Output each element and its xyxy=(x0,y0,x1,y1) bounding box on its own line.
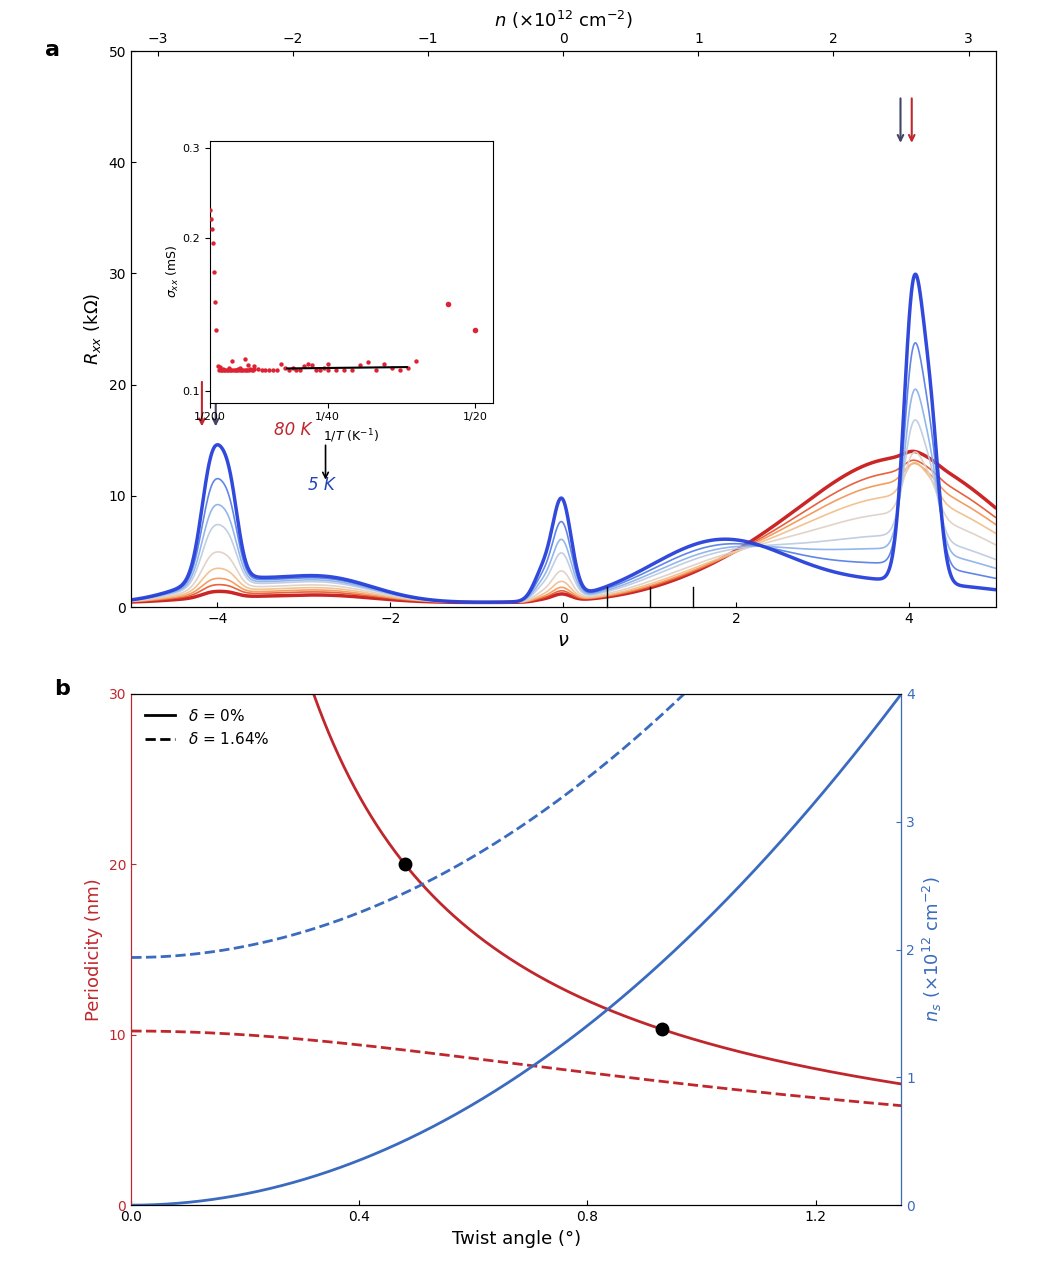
Point xyxy=(224,351,241,372)
Text: a: a xyxy=(45,40,60,60)
Point xyxy=(288,360,305,381)
Point xyxy=(204,233,221,253)
Text: 80 K: 80 K xyxy=(274,420,311,438)
Point xyxy=(223,360,240,381)
Point xyxy=(249,359,266,380)
Y-axis label: Periodicity (nm): Periodicity (nm) xyxy=(85,878,103,1021)
Point xyxy=(230,359,246,380)
X-axis label: Twist angle (°): Twist angle (°) xyxy=(452,1229,581,1247)
Text: b: b xyxy=(53,679,70,699)
X-axis label: 1/$T$ (K$^{-1}$): 1/$T$ (K$^{-1}$) xyxy=(323,428,379,446)
Point xyxy=(215,358,232,378)
Point xyxy=(228,360,245,381)
Point xyxy=(225,360,242,381)
Point xyxy=(254,360,270,381)
Point xyxy=(220,358,237,378)
Point xyxy=(359,351,376,372)
Y-axis label: $\sigma_{xx}$ (mS): $\sigma_{xx}$ (mS) xyxy=(165,245,180,298)
Point xyxy=(375,354,392,374)
Point xyxy=(351,355,368,376)
Point xyxy=(218,360,235,381)
Point xyxy=(239,360,256,381)
Point xyxy=(202,208,219,229)
Point xyxy=(272,354,289,374)
Point xyxy=(257,360,274,381)
Point xyxy=(227,360,244,381)
Point xyxy=(243,360,260,381)
Point xyxy=(268,360,285,381)
Point xyxy=(237,349,254,369)
Point xyxy=(392,360,409,381)
Point xyxy=(384,358,400,378)
X-axis label: $n$ ($\times$10$^{12}$ cm$^{-2}$): $n$ ($\times$10$^{12}$ cm$^{-2}$) xyxy=(494,9,633,31)
Point xyxy=(203,219,220,239)
Legend: $\delta$ = 0%, $\delta$ = 1.64%: $\delta$ = 0%, $\delta$ = 1.64% xyxy=(138,702,276,754)
Point xyxy=(242,359,259,380)
Y-axis label: $n_s$ ($\times$10$^{12}$ cm$^{-2}$): $n_s$ ($\times$10$^{12}$ cm$^{-2}$) xyxy=(920,877,943,1022)
Point xyxy=(217,360,234,381)
Point xyxy=(206,291,223,312)
Point xyxy=(327,360,344,381)
X-axis label: $\nu$: $\nu$ xyxy=(558,631,569,651)
Point xyxy=(296,357,312,377)
Point xyxy=(213,360,230,381)
Point xyxy=(211,360,227,381)
Point xyxy=(440,294,457,314)
Point xyxy=(399,358,416,378)
Point xyxy=(214,360,231,381)
Point xyxy=(344,360,361,381)
Point xyxy=(335,360,352,381)
Point xyxy=(408,350,424,371)
Point xyxy=(261,360,278,381)
Point xyxy=(245,355,262,376)
Point xyxy=(245,359,262,380)
Y-axis label: $R_{xx}$ (k$\Omega$): $R_{xx}$ (k$\Omega$) xyxy=(82,293,103,366)
Point xyxy=(221,360,238,381)
Point xyxy=(315,358,332,378)
Point xyxy=(235,360,252,381)
Point xyxy=(210,355,226,376)
Point xyxy=(280,360,297,381)
Point xyxy=(219,360,236,381)
Point xyxy=(466,320,483,340)
Point xyxy=(311,360,328,381)
Point xyxy=(233,360,249,381)
Point xyxy=(240,355,257,376)
Point xyxy=(265,360,282,381)
Text: 5 K: 5 K xyxy=(308,477,335,495)
Point xyxy=(319,360,335,381)
Point xyxy=(284,358,301,378)
Point xyxy=(292,360,309,381)
Point xyxy=(205,262,222,282)
Point xyxy=(201,199,218,220)
Point xyxy=(212,357,228,377)
Point xyxy=(368,360,385,381)
Point xyxy=(238,360,255,381)
Point xyxy=(300,354,316,374)
Point xyxy=(307,360,324,381)
Point xyxy=(232,358,248,378)
Point xyxy=(319,354,335,374)
Point xyxy=(234,360,250,381)
Point xyxy=(208,320,224,340)
Point xyxy=(231,360,247,381)
Point xyxy=(304,354,321,374)
Point xyxy=(241,360,258,381)
Point xyxy=(277,358,293,378)
Point xyxy=(226,359,243,380)
Point xyxy=(216,360,233,381)
Point xyxy=(244,360,261,381)
